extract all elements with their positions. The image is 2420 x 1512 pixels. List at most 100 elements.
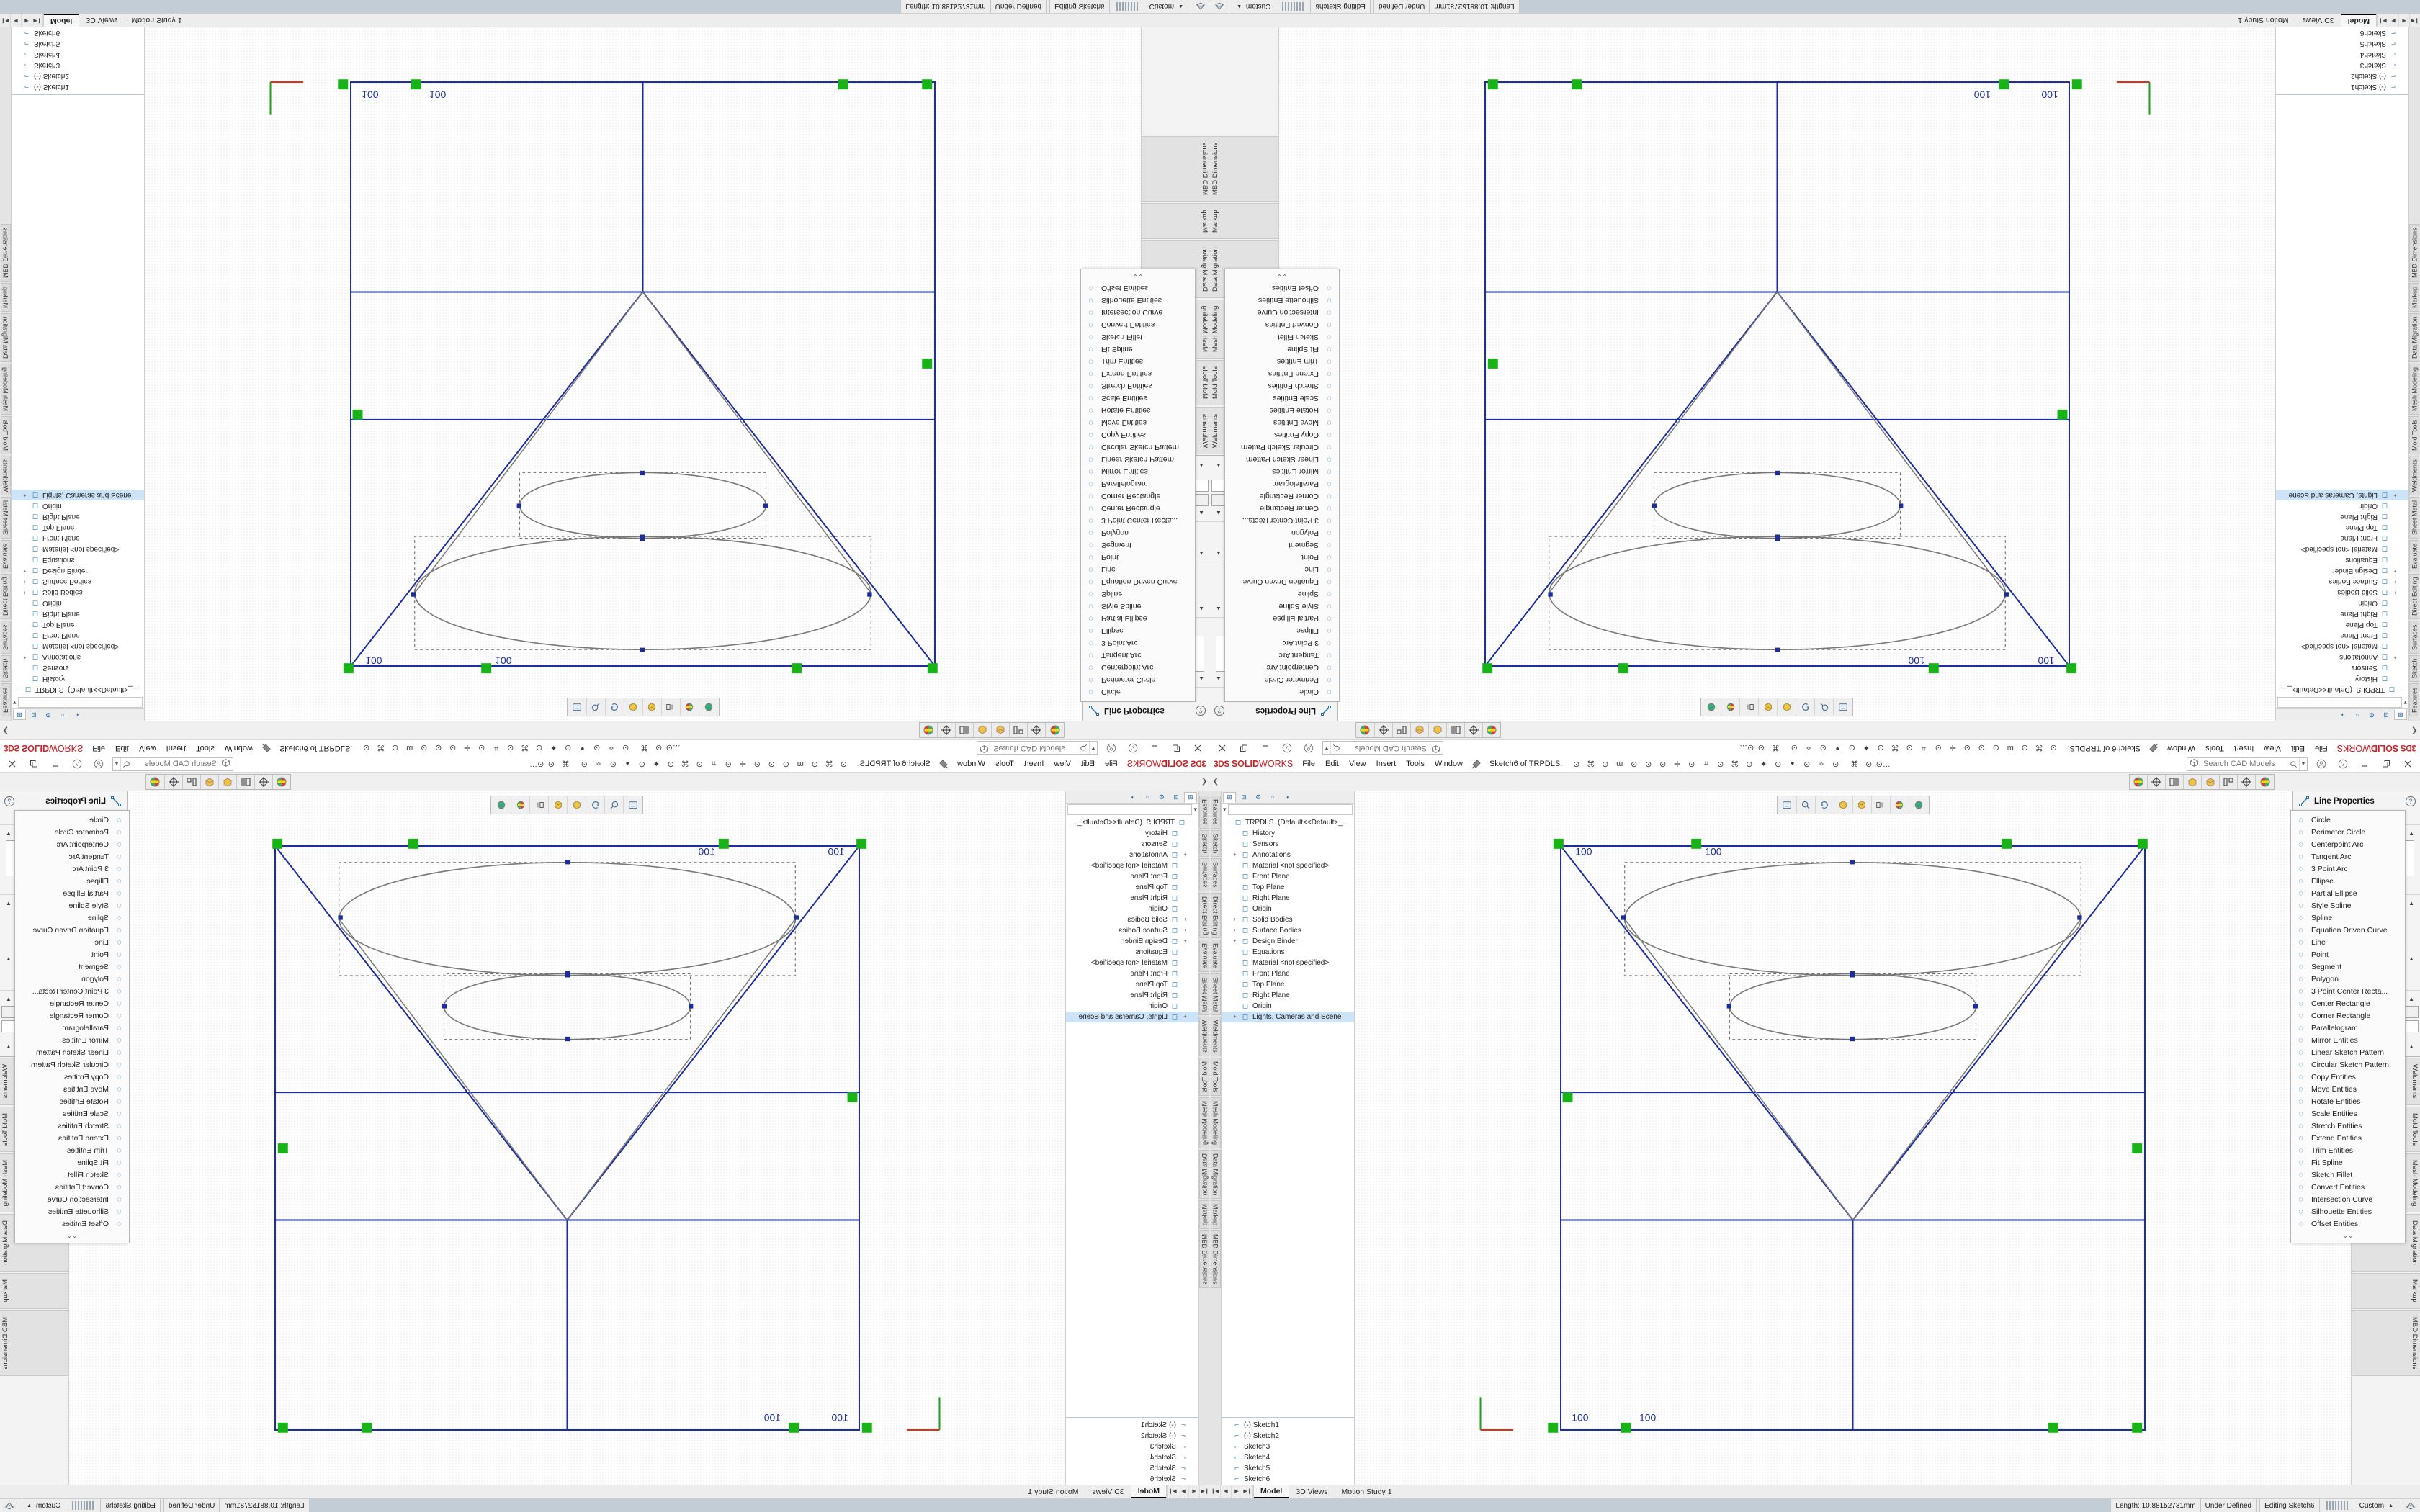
left-tab-sketch[interactable]: Sketch (1210, 829, 1221, 858)
view-setting-icon[interactable] (2238, 774, 2256, 789)
sketch-menu-item-move-entities[interactable]: ◌ Move Entities (1081, 417, 1195, 429)
left-tab-strip[interactable]: Features Sketch Surfaces Direct Editing Eval… (1198, 791, 1210, 1485)
sketch-row[interactable]: ⌐ (-) Sketch1 (1222, 1420, 1354, 1431)
tree-row[interactable]: ◻ History (1222, 828, 1354, 839)
chevron-up-icon[interactable]: ▲ (6, 955, 12, 962)
sketch-menu-item-linear-sketch-pattern[interactable]: ◌ Linear Sketch Pattern (2291, 1046, 2405, 1058)
display-style-icon[interactable] (1410, 723, 1428, 738)
sketch-row[interactable]: ⌐ Sketch5 (2276, 38, 2408, 49)
left-tab-sheet-metal[interactable]: Sheet Metal (2409, 496, 2420, 539)
chevron-double-down-icon[interactable]: ⌄⌄ (66, 1232, 78, 1239)
feature-manager-tabs[interactable]: ⊞ ⊡ ⚙ ⌗ ◑ (12, 708, 144, 721)
tree-row[interactable]: ◻ Origin (1066, 1001, 1198, 1012)
display-style-icon[interactable] (1758, 698, 1778, 716)
tree-filter-row[interactable]: ▾ (2276, 696, 2408, 708)
edit-appearance-icon[interactable]: ꔷ (1835, 744, 1839, 753)
expander-icon[interactable]: + (2393, 590, 2397, 595)
search-input[interactable] (2202, 759, 2287, 769)
chevron-up-icon[interactable]: ▲ (1216, 606, 1222, 613)
overlay-icon[interactable] (2401, 1498, 2420, 1512)
configuration-manager-icon[interactable]: ⚙ (2368, 711, 2375, 719)
sketch-menu-item-tangent-arc[interactable]: ◌ Tangent Arc (15, 850, 129, 863)
new-document-icon[interactable]: ⊙ (2050, 743, 2057, 752)
sketch-menu-item-sketch-fillet[interactable]: ◌ Sketch Fillet (2291, 1169, 2405, 1181)
tree-row[interactable]: ◻ Right Plane (2276, 511, 2408, 522)
zoom-to-fit-icon[interactable] (1833, 698, 1852, 716)
sketch-menu-item-sketch-fillet[interactable]: ◌ Sketch Fillet (15, 1169, 129, 1181)
sketch-menu-item-ellipse[interactable]: ◌ Ellipse (1225, 625, 1339, 637)
next-icon[interactable]: ▶ (2388, 14, 2398, 27)
chevron-up-icon[interactable]: ▲ (1216, 510, 1222, 517)
help-icon[interactable]: ? (4, 796, 14, 806)
chevron-up-icon[interactable]: ▲ (1198, 675, 1204, 683)
sketch-geometry[interactable]: 100 100 100 100 (1355, 791, 2351, 1485)
redo-icon[interactable]: ⊙ (1978, 743, 1985, 752)
next-icon[interactable]: ▶ (1232, 1485, 1242, 1498)
dimxpert-icon[interactable]: ⌗ (60, 711, 65, 719)
graphics-area[interactable]: 100 100 100 100 (69, 791, 1065, 1485)
tree-row[interactable]: ◻ Right Plane (1222, 990, 1354, 1001)
toolbar-extra-2-icon[interactable]: ⊙ (655, 743, 663, 752)
hide-show-items-icon[interactable]: ⊙ (1775, 760, 1782, 769)
minimize-icon[interactable] (45, 756, 66, 772)
view-orientation-icon[interactable] (1464, 723, 1482, 738)
view-orientation-icon[interactable]: ✦ (1760, 760, 1767, 769)
expander-icon[interactable]: + (23, 654, 27, 660)
sketch-menu-item-sketch-fillet[interactable]: ◌ Sketch Fillet (1081, 331, 1195, 343)
window-controls[interactable]: ? (1211, 740, 1319, 756)
appearance-sphere-icon[interactable] (920, 723, 938, 738)
menu-insert[interactable]: Insert (166, 744, 187, 752)
sketch-menu-item-trim-entities[interactable]: ◌ Trim Entities (1225, 356, 1339, 368)
toolbar-extra-1-icon[interactable]: ⌘ (561, 760, 570, 769)
menu-tools[interactable]: Tools (995, 760, 1014, 768)
sketch-menu-item-segment[interactable]: ◌ Segment (1081, 539, 1195, 552)
sketch-menu-item-stretch-entities[interactable]: ◌ Stretch Entities (1081, 380, 1195, 392)
tab-3d-views[interactable]: 3D Views (1289, 1485, 1335, 1498)
chevron-left-icon[interactable]: ❮ (1212, 778, 1219, 786)
zoom-to-fit-icon[interactable]: ⌘ (1891, 743, 1899, 752)
menu-tools[interactable]: Tools (196, 744, 215, 752)
sketch-menu-item-rotate-entities[interactable]: ◌ Rotate Entities (1081, 405, 1195, 417)
view-orientation-icon[interactable] (624, 698, 643, 716)
appearance-icon[interactable] (680, 698, 699, 716)
sketch-menu-item-line[interactable]: ◌ Line (15, 936, 129, 948)
rebuild-icon[interactable]: ✛ (464, 743, 471, 752)
left-tab-evaluate[interactable]: Evaluate (1210, 940, 1221, 973)
chevron-double-down-icon[interactable]: ⌄⌄ (1276, 273, 1288, 280)
left-tab-direct-editing[interactable]: Direct Editing (0, 573, 11, 620)
sketch-menu-item-centerpoint-arc[interactable]: ◌ Centerpoint Arc (1225, 662, 1339, 674)
menu-insert[interactable]: Insert (1023, 760, 1044, 768)
chevron-double-down-icon[interactable]: ⌄⌄ (2342, 1232, 2354, 1239)
feature-tree-rows[interactable]: -◻TRPDLS. (Default<<Default>_Display Sta… (12, 96, 144, 696)
expander-icon[interactable]: - (2401, 687, 2403, 692)
tree-row[interactable]: + ◻ Solid Bodies (2276, 587, 2408, 598)
tree-row[interactable]: ◻ Top Plane (12, 522, 144, 533)
sketch-menu-item-corner-rectangle[interactable]: ◌ Corner Rectangle (15, 1009, 129, 1022)
sketch-menu-item-segment[interactable]: ◌ Segment (1225, 539, 1339, 552)
search-icon[interactable] (1077, 742, 1089, 755)
expander-icon[interactable]: + (1233, 1014, 1237, 1020)
tree-row[interactable]: + ◻ Design Binder (12, 565, 144, 576)
left-tab-direct-editing[interactable]: Direct Editing (1210, 892, 1221, 939)
sketch-menu-item-copy-entities[interactable]: ◌ Copy Entities (2291, 1071, 2405, 1083)
display-manager-icon[interactable]: ◑ (1131, 793, 1135, 801)
close-icon[interactable] (2397, 756, 2419, 772)
tree-row[interactable]: + ◻ Surface Bodies (1066, 925, 1198, 936)
rebuild-icon[interactable]: ✛ (1674, 760, 1681, 769)
hide-show-items-icon[interactable]: ⊙ (1848, 743, 1855, 752)
search-dropdown-caret-icon[interactable]: ▼ (1323, 742, 1331, 755)
last-icon[interactable]: ▶❙ (1167, 1485, 1178, 1498)
menu-view[interactable]: View (1348, 760, 1366, 768)
appearance-sphere-icon[interactable] (272, 774, 290, 789)
sketch-entities-menu[interactable]: ◌ Circle ◌ Perimeter Circle ◌ Centerpoint Arc… (2290, 810, 2406, 1243)
chevron-double-down-icon[interactable]: ⌄⌄ (1132, 273, 1144, 280)
sketch-menu-item-3-point-arc[interactable]: ◌ 3 Point Arc (1081, 637, 1195, 649)
sketch-menu-item-convert-entities[interactable]: ◌ Convert Entities (1081, 319, 1195, 331)
tree-row[interactable]: ◻ Material <not specified> (2276, 641, 2408, 652)
restore-icon[interactable] (1165, 740, 1187, 756)
left-tab-mesh-modeling[interactable]: Mesh Modeling (1199, 1097, 1210, 1148)
view-heads-up-group[interactable] (919, 722, 1065, 739)
tab-model[interactable]: Model (2340, 14, 2376, 27)
sketch-entities-menu[interactable]: ◌ Circle ◌ Perimeter Circle ◌ Centerpoint Arc… (14, 810, 130, 1243)
hide-show-icon[interactable] (1428, 723, 1446, 738)
